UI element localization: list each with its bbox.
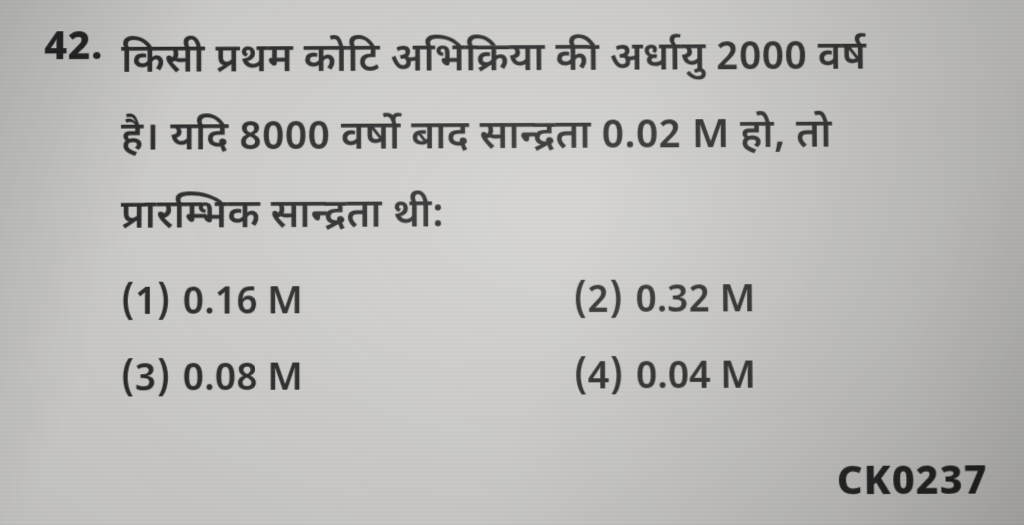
question-code: CK0237	[837, 458, 989, 511]
question-body: किसी प्रथम कोटि अभिक्रिया की अर्धायु 200…	[121, 20, 979, 406]
question-page: 42. किसी प्रथम कोटि अभिक्रिया की अर्धायु…	[0, 0, 1024, 525]
option-2: (2) 0.32 M	[573, 276, 978, 328]
option-4-value: 0.04 M	[636, 353, 757, 404]
question-text: किसी प्रथम कोटि अभिक्रिया की अर्धायु 200…	[121, 20, 977, 257]
option-3-value: 0.08 M	[183, 355, 303, 406]
option-1: (1) 0.16 M	[121, 278, 526, 330]
question-number: 42.	[44, 28, 103, 72]
option-4: (4) 0.04 M	[574, 352, 979, 404]
question-line-2: है। यदि 8000 वर्षो बाद सान्द्रता 0.02 M …	[121, 112, 832, 167]
option-1-label: (1)	[121, 280, 171, 330]
option-2-value: 0.32 M	[635, 277, 755, 328]
option-1-value: 0.16 M	[183, 279, 303, 330]
question-line-1: किसी प्रथम कोटि अभिक्रिया की अर्धायु 200…	[121, 34, 866, 89]
option-3: (3) 0.08 M	[121, 354, 526, 406]
options-grid: (1) 0.16 M (2) 0.32 M (3) 0.08 M (4) 0.0…	[121, 276, 979, 406]
option-2-label: (2)	[573, 278, 623, 328]
option-3-label: (3)	[121, 356, 171, 407]
question-line-3: प्रारम्भिक सान्द्रता थी:	[121, 191, 445, 244]
option-4-label: (4)	[574, 354, 624, 405]
question-row: 42. किसी प्रथम कोटि अभिक्रिया की अर्धायु…	[43, 20, 979, 407]
